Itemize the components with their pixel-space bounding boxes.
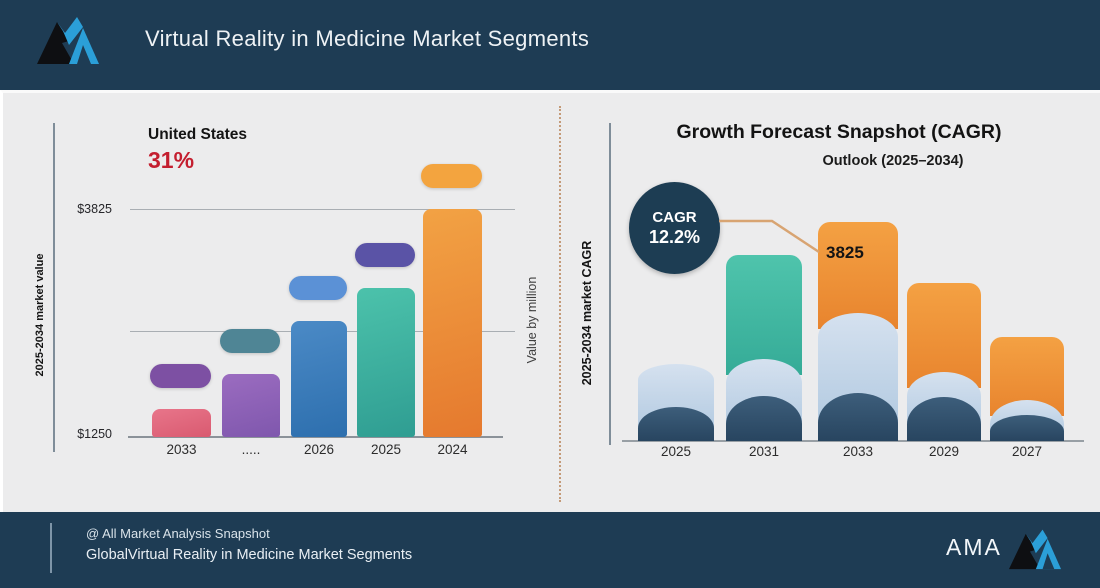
left-bar: [222, 374, 280, 437]
left-x-label: 2026: [303, 442, 335, 457]
left-chart-baseline: [128, 436, 503, 438]
ama-logo-icon: [37, 17, 99, 64]
right-chart-yaxis-line: [609, 123, 611, 445]
right-bar-dome-segment: [990, 415, 1064, 441]
left-x-label: 2024: [437, 442, 468, 457]
left-bar-cap: [289, 276, 347, 300]
right-x-label: 2031: [748, 444, 780, 459]
left-bar-cap: [421, 164, 482, 188]
ytick-3825: $3825: [77, 202, 112, 216]
right-bar-top-segment: [818, 222, 898, 329]
right-chart-title: Growth Forecast Snapshot (CAGR): [676, 121, 1002, 143]
right-bar-top-segment: [726, 255, 802, 375]
footer-ama-logo-icon: [1008, 529, 1062, 570]
left-bar-cap: [355, 243, 415, 268]
cagr-badge-value: 12.2%: [648, 226, 701, 247]
gridline-3825: [130, 209, 515, 210]
left-x-label: 2025: [370, 442, 402, 457]
right-x-label: 2033: [842, 444, 874, 459]
left-bar: [291, 321, 347, 437]
left-bar: [423, 209, 482, 437]
footer-bar: @ All Market Analysis Snapshot GlobalVir…: [0, 512, 1100, 588]
left-x-label: 2033: [166, 442, 197, 457]
right-x-label: 2025: [660, 444, 692, 459]
footer-subject: GlobalVirtual Reality in Medicine Market…: [86, 547, 413, 563]
right-bar-top-segment: [907, 283, 981, 388]
right-x-label: 2027: [1011, 444, 1043, 459]
panel-divider: [559, 106, 561, 502]
header-bar: Virtual Reality in Medicine Market Segme…: [0, 0, 1100, 90]
right-bar-dome-segment: [638, 407, 714, 441]
page-title: Virtual Reality in Medicine Market Segme…: [145, 26, 590, 51]
right-bar-dome-segment: [726, 396, 802, 441]
ytick-1250: $1250: [77, 427, 112, 441]
right-bar-dome-segment: [907, 397, 981, 441]
left-chart-yaxis-line: [53, 123, 55, 452]
right-chart-subtitle: Outlook (2025–2034): [822, 153, 964, 169]
left-bar: [357, 288, 415, 437]
bar-annotation-3825: 3825: [826, 243, 864, 262]
left-bar-cap: [220, 329, 280, 354]
left-bar-cap: [150, 364, 211, 389]
footer-divider-line: [50, 523, 52, 573]
right-x-label: 2029: [928, 444, 960, 459]
footer-brand-text: AMA: [946, 534, 1002, 560]
left-x-label: .....: [241, 442, 261, 457]
right-bar-dome-segment: [818, 393, 898, 441]
left-chart-heading: United States: [148, 126, 248, 143]
left-chart-highlight-value: 31%: [148, 147, 195, 173]
cagr-badge-label: CAGR: [652, 208, 697, 226]
left-bar: [152, 409, 211, 437]
cagr-badge: CAGR 12.2%: [629, 182, 720, 274]
footer-credit: @ All Market Analysis Snapshot: [86, 526, 270, 541]
badge-connector-line: [719, 219, 820, 254]
